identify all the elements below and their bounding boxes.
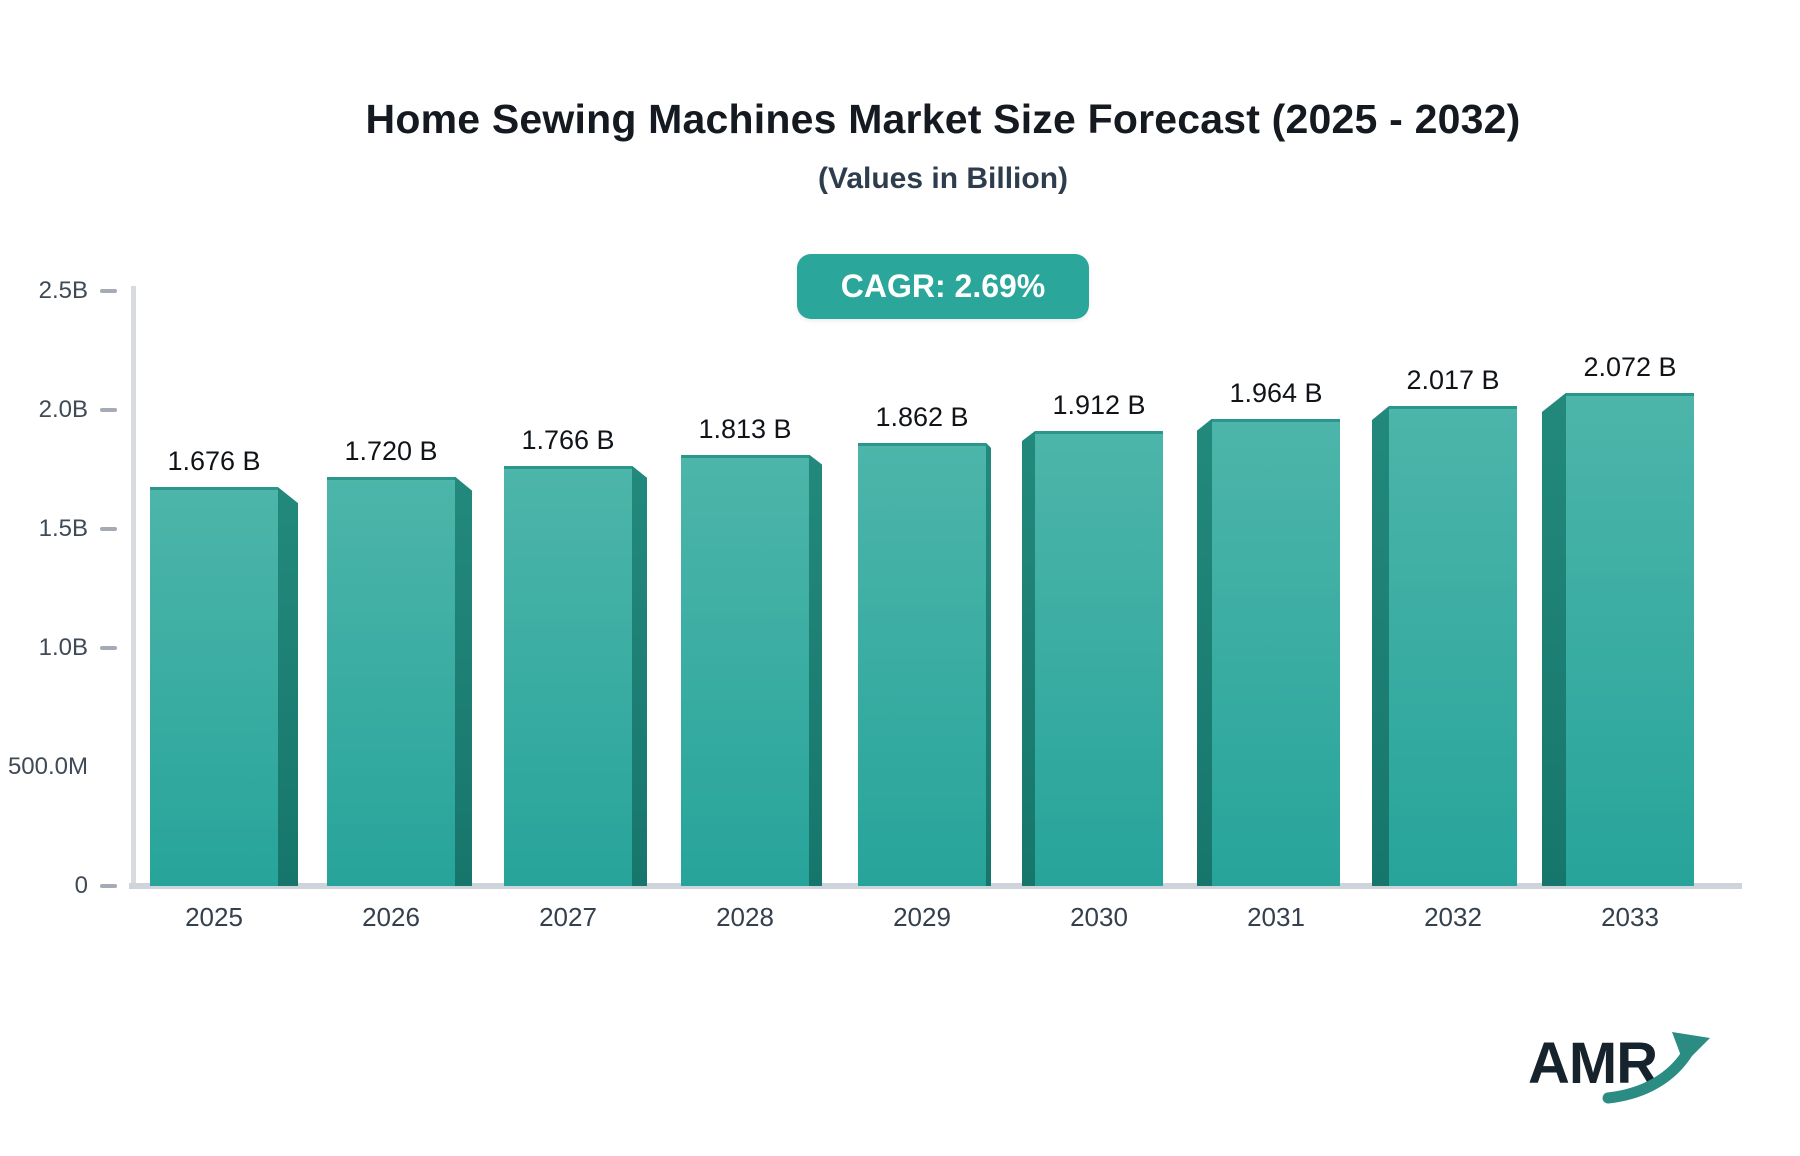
bar	[1212, 418, 1340, 886]
y-axis-tick	[100, 289, 117, 293]
x-axis-label: 2032	[1424, 902, 1482, 932]
x-axis-label: 2027	[539, 902, 597, 932]
bar-value-label: 1.912 B	[1052, 389, 1146, 420]
bar-value-label: 1.964 B	[1229, 377, 1323, 408]
y-axis-tick	[100, 646, 117, 650]
bar-value-label: 2.072 B	[1583, 351, 1677, 382]
bar	[1566, 392, 1694, 886]
bar-value-label: 2.017 B	[1406, 364, 1500, 395]
bar-side-face	[632, 465, 647, 886]
bar-value-label: 1.766 B	[521, 424, 615, 455]
y-axis-label: 2.0B	[38, 396, 88, 423]
x-axis-label: 2026	[362, 902, 420, 932]
cagr-badge: CAGR: 2.69%	[796, 254, 1090, 319]
bar-value-label: 1.676 B	[167, 446, 261, 477]
x-axis-label: 2030	[1070, 902, 1128, 932]
x-axis-label: 2025	[185, 902, 243, 932]
amr-logo-text: AMR	[1528, 1031, 1658, 1096]
bar	[1389, 405, 1517, 886]
chart-title: Home Sewing Machines Market Size Forecas…	[365, 96, 1521, 142]
x-axis-line	[129, 883, 1742, 889]
bar-side-face	[809, 454, 822, 886]
chart-subtitle: (Values in Billion)	[817, 162, 1069, 195]
x-axis-label: 2031	[1247, 902, 1305, 932]
bar-value-label: 1.862 B	[875, 401, 969, 432]
y-axis-tick	[100, 527, 117, 531]
y-axis-label: 2.5B	[38, 277, 88, 304]
growth-arrow-icon	[1602, 1032, 1710, 1104]
cagr-badge-wrap: CAGR: 2.69%	[86, 254, 1800, 319]
bar-side-face	[1542, 392, 1566, 886]
bar-side-face	[1372, 405, 1389, 886]
x-axis-label: 2029	[893, 902, 951, 932]
y-axis-label: 0	[74, 872, 88, 899]
bar-side-face	[455, 476, 472, 886]
bar-side-face	[986, 442, 991, 886]
bar	[150, 487, 278, 886]
bar-side-face	[1022, 430, 1035, 886]
y-axis-label: 500.0M	[7, 753, 88, 780]
y-axis-line	[131, 286, 136, 887]
bar-value-label: 1.720 B	[344, 435, 438, 466]
bar-value-label: 1.813 B	[698, 413, 792, 444]
x-axis-label: 2028	[716, 902, 774, 932]
bar	[681, 454, 809, 886]
bar	[858, 442, 986, 886]
y-axis-tick	[100, 884, 117, 888]
bar-side-face	[278, 487, 298, 886]
bar-side-face	[1197, 418, 1212, 886]
x-axis-label: 2033	[1601, 902, 1659, 932]
bar	[327, 476, 455, 886]
y-axis-tick	[100, 408, 117, 412]
bar	[504, 465, 632, 886]
bar	[1035, 430, 1163, 886]
amr-logo: AMR	[1528, 1030, 1718, 1110]
y-axis-label: 1.0B	[38, 634, 88, 661]
y-axis-label: 1.5B	[38, 515, 88, 542]
